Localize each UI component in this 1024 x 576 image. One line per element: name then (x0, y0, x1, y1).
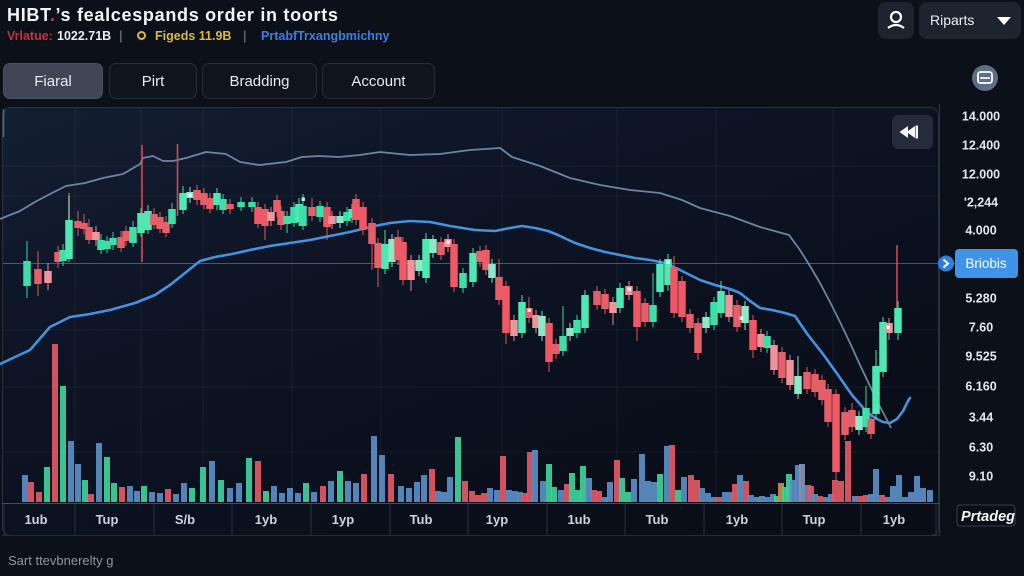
svg-text:Prtadeg: Prtadeg (961, 509, 1015, 525)
svg-text:4.000: 4.000 (965, 224, 996, 238)
svg-text:'2,244: '2,244 (964, 196, 998, 210)
svg-text:Tub: Tub (410, 512, 433, 527)
svg-text:Briobis: Briobis (965, 256, 1007, 271)
svg-text:Tub: Tub (646, 512, 669, 527)
svg-text:1ub: 1ub (24, 512, 47, 527)
svg-text:12.400: 12.400 (962, 139, 1000, 153)
svg-text:12.000: 12.000 (962, 168, 1000, 182)
svg-text:1yp: 1yp (332, 512, 354, 527)
svg-text:S/b: S/b (175, 512, 195, 527)
svg-text:1yp: 1yp (486, 512, 508, 527)
svg-text:1yb: 1yb (883, 512, 905, 527)
svg-text:9.525: 9.525 (965, 350, 996, 364)
svg-text:1yb: 1yb (726, 512, 748, 527)
svg-text:6.30: 6.30 (969, 441, 993, 455)
svg-text:7.60: 7.60 (969, 321, 993, 335)
svg-text:9.10: 9.10 (969, 470, 993, 484)
svg-text:1ub: 1ub (567, 512, 590, 527)
svg-text:3.44: 3.44 (969, 411, 993, 425)
svg-text:6.160: 6.160 (965, 380, 996, 394)
svg-text:14.000: 14.000 (962, 110, 1000, 124)
svg-text:Tup: Tup (803, 512, 826, 527)
svg-text:1yb: 1yb (255, 512, 277, 527)
svg-text:Tup: Tup (96, 512, 119, 527)
svg-text:5.280: 5.280 (965, 292, 996, 306)
